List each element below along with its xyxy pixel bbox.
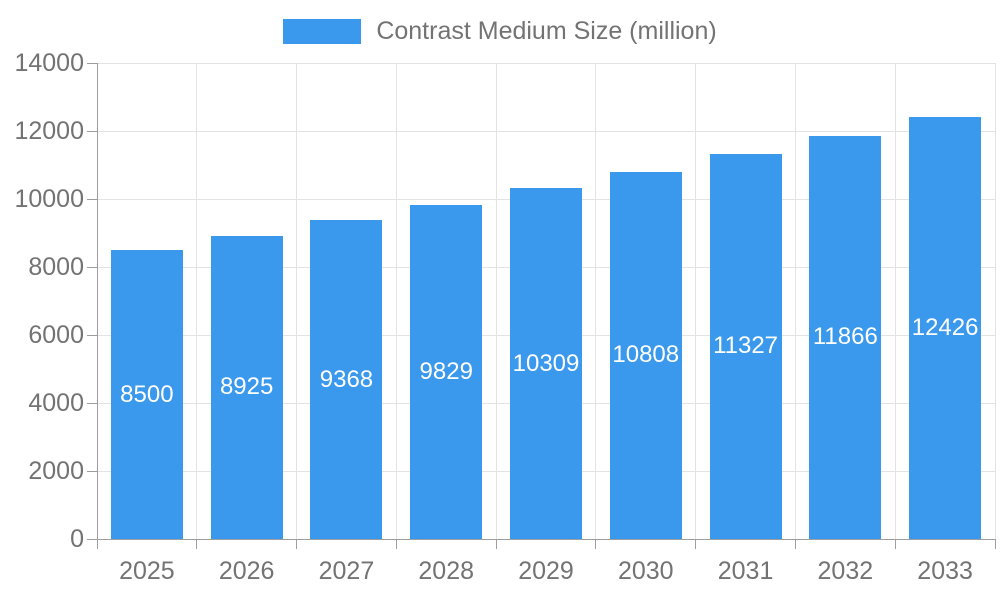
y-tick [87, 334, 97, 336]
y-gridline [97, 62, 995, 64]
x-gridline [794, 63, 796, 539]
bar [210, 235, 283, 539]
x-gridline [994, 63, 996, 539]
y-tick-label: 14000 [14, 49, 84, 77]
y-tick [87, 470, 97, 472]
bar-value-label: 8500 [120, 380, 174, 408]
x-gridline [196, 63, 198, 539]
bar-value-label: 11866 [812, 323, 878, 351]
x-tick-label: 2030 [617, 557, 674, 585]
legend[interactable]: Contrast Medium Size (million) [0, 17, 1000, 45]
x-tick [794, 539, 796, 549]
y-gridline [97, 130, 995, 132]
bar-value-label: 12426 [911, 313, 979, 341]
bar [510, 188, 582, 539]
bar [310, 220, 383, 539]
x-tick [994, 539, 996, 549]
bar-value-label: 10808 [612, 341, 680, 369]
bar [110, 250, 183, 539]
x-tick [894, 539, 896, 549]
bar [809, 135, 882, 539]
bar-value-label: 10309 [512, 349, 580, 377]
y-tick-label: 6000 [28, 321, 84, 349]
x-gridline [894, 63, 896, 539]
x-gridline [695, 63, 697, 539]
bar [909, 116, 982, 539]
legend-swatch [283, 18, 362, 44]
bar [410, 204, 483, 539]
x-gridline [595, 63, 597, 539]
x-gridline [296, 63, 298, 539]
x-gridline [495, 63, 497, 539]
x-tick-label: 2025 [119, 557, 175, 585]
x-tick [595, 539, 597, 549]
y-tick [87, 130, 97, 132]
bar-value-label: 8925 [219, 373, 274, 401]
x-tick-label: 2031 [717, 557, 774, 585]
y-axis-line [96, 63, 98, 549]
bar-value-label: 9368 [319, 365, 374, 393]
x-tick-label: 2032 [817, 557, 874, 585]
bar [709, 153, 782, 539]
legend-label: Contrast Medium Size (million) [376, 16, 717, 45]
x-tick-label: 2027 [318, 557, 375, 585]
y-tick-label: 4000 [28, 389, 84, 417]
y-tick [87, 62, 97, 64]
bar-value-label: 9829 [419, 357, 473, 385]
y-tick [87, 198, 97, 200]
y-tick [87, 402, 97, 404]
x-tick-label: 2029 [518, 557, 574, 585]
y-tick-label: 12000 [14, 117, 84, 145]
x-gridline [395, 63, 397, 539]
x-tick [695, 539, 697, 549]
x-tick-label: 2033 [917, 557, 973, 585]
x-tick [495, 539, 497, 549]
y-tick-label: 10000 [14, 185, 84, 213]
bar-value-label: 11327 [713, 332, 779, 360]
y-tick-label: 8000 [28, 253, 84, 281]
y-tick-label: 2000 [28, 457, 84, 485]
y-tick-label: 0 [70, 525, 84, 553]
x-axis-line [87, 538, 995, 540]
x-tick-label: 2026 [218, 557, 275, 585]
x-tick [196, 539, 198, 549]
x-tick [395, 539, 397, 549]
bar [609, 171, 682, 539]
y-tick [87, 266, 97, 268]
x-tick [296, 539, 298, 549]
x-tick-label: 2028 [418, 557, 475, 585]
